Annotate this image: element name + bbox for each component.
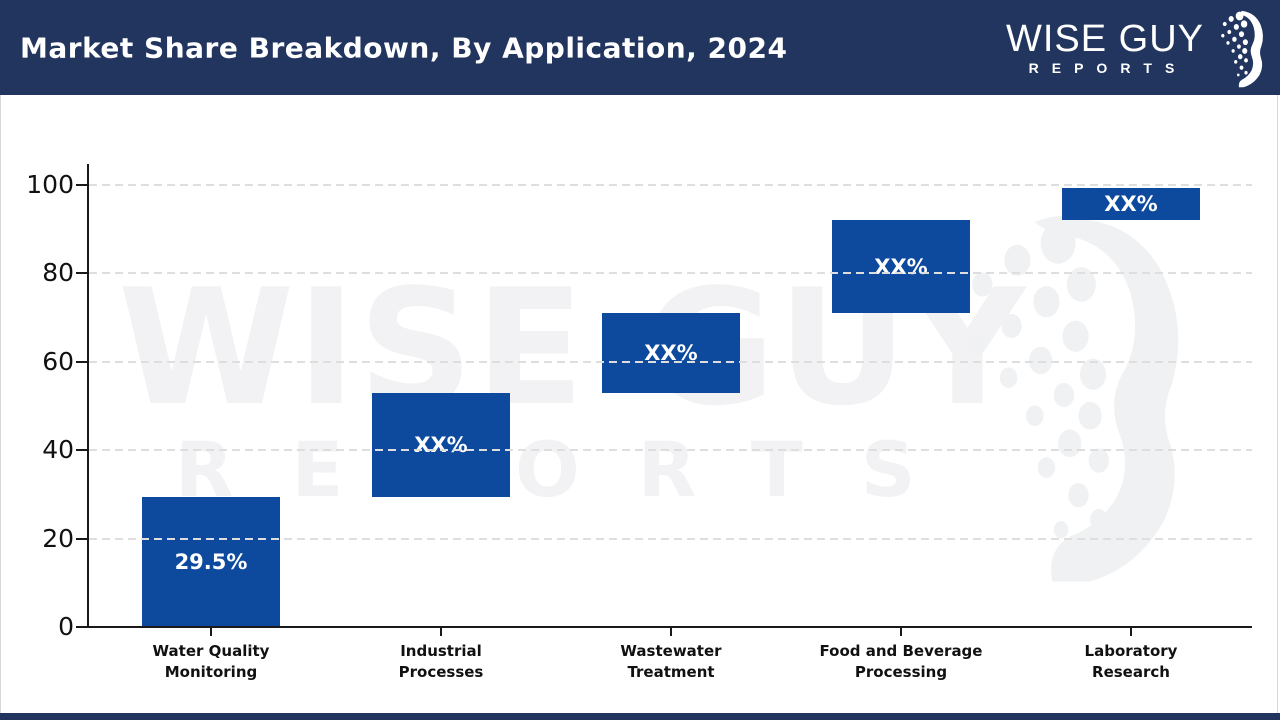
- y-tick-label: 80: [42, 258, 74, 288]
- y-tick-mark: [76, 272, 87, 275]
- y-tick-mark: [76, 449, 87, 452]
- x-tick-mark: [440, 628, 442, 636]
- y-tick-label: 20: [42, 523, 74, 553]
- bar-segment: 29.5%: [142, 496, 280, 627]
- bar-segment: XX%: [372, 392, 510, 497]
- y-tick-mark: [76, 537, 87, 540]
- x-tick-mark: [210, 628, 212, 636]
- y-tick-label: 60: [42, 346, 74, 376]
- bar-value-label: 29.5%: [174, 549, 248, 574]
- bar-segment: XX%: [602, 313, 740, 393]
- category-label-line: Water Quality: [152, 642, 270, 660]
- category-label-line: Laboratory: [1084, 642, 1178, 660]
- category-label-line: Food and Beverage: [819, 642, 983, 660]
- gridline: [89, 360, 1252, 363]
- brand-subtitle: REPORTS: [1028, 60, 1188, 76]
- y-tick-label: 100: [26, 170, 74, 199]
- gridline: [89, 449, 1252, 452]
- brand-head-icon: [1221, 10, 1263, 88]
- x-axis-line: [87, 626, 1252, 628]
- y-tick-mark: [76, 360, 87, 363]
- category-label: Wastewater Treatment: [555, 641, 787, 683]
- y-tick-mark: [76, 184, 87, 186]
- x-tick-mark: [900, 628, 902, 636]
- category-label: Industrial Processes: [325, 641, 557, 683]
- y-tick-mark: [76, 626, 87, 628]
- gridline: [89, 272, 1252, 275]
- category-label-line: Monitoring: [164, 663, 258, 681]
- header: Market Share Breakdown, By Application, …: [0, 0, 1280, 95]
- category-label: Water Quality Monitoring: [95, 641, 327, 683]
- bar-value-label: XX%: [874, 254, 928, 279]
- watermark-head-graphic: [967, 216, 1179, 582]
- category-label-line: Industrial: [400, 642, 482, 660]
- bar-value-label: XX%: [1104, 192, 1158, 217]
- category-label: Laboratory Research: [1015, 641, 1247, 683]
- brand-logo: WISE GUY REPORTS: [1006, 6, 1266, 90]
- category-label: Food and Beverage Processing: [785, 641, 1017, 683]
- category-label-line: Processes: [398, 663, 484, 681]
- footer-bar: [0, 713, 1280, 720]
- gridline: [89, 184, 1252, 186]
- x-tick-mark: [1130, 628, 1132, 636]
- brand-name: WISE GUY: [1005, 18, 1204, 60]
- gridline: [89, 537, 1252, 540]
- x-tick-mark: [670, 628, 672, 636]
- y-axis-line: [87, 164, 89, 628]
- bar-value-label: XX%: [414, 432, 468, 457]
- category-label-line: Wastewater: [620, 642, 722, 660]
- watermark-brand-subtext: REPORTS: [175, 425, 974, 514]
- y-tick-label: 0: [58, 612, 74, 641]
- y-tick-label: 40: [42, 435, 74, 465]
- bar-segment: XX%: [1062, 188, 1200, 221]
- category-label-line: Research: [1092, 663, 1170, 681]
- bar-segment: XX%: [832, 220, 970, 314]
- chart-title: Market Share Breakdown, By Application, …: [20, 31, 788, 64]
- category-label-line: Processing: [854, 663, 948, 681]
- brand-text: WISE GUY REPORTS: [1006, 20, 1204, 76]
- category-label-line: Treatment: [627, 663, 715, 681]
